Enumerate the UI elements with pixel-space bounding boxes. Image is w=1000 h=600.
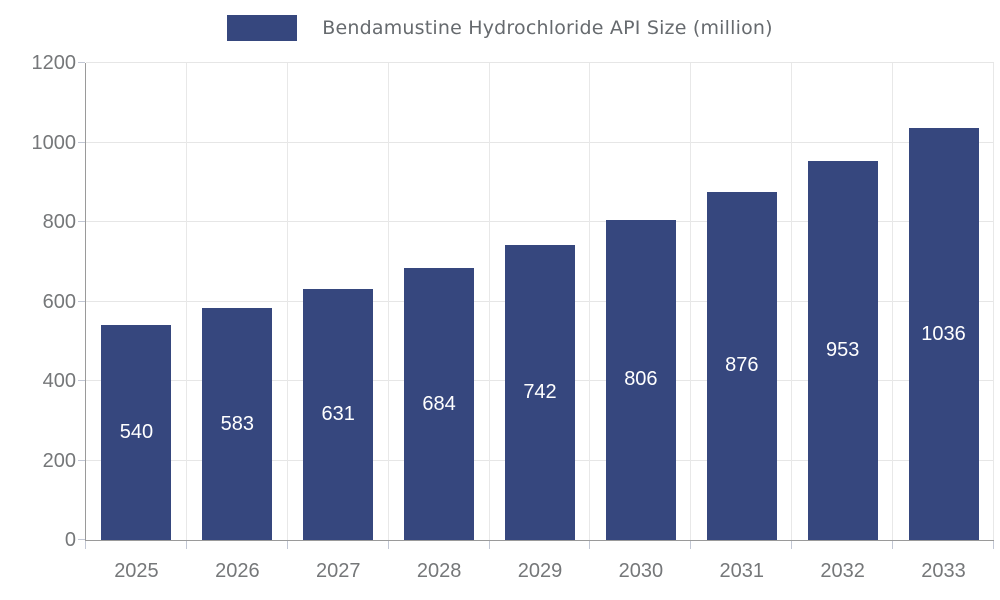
x-axis-tick-label-2025: 2025 bbox=[114, 560, 159, 582]
x-axis-tick-label-2028: 2028 bbox=[416, 560, 462, 582]
h-gridline-1000 bbox=[86, 141, 994, 143]
bar-2026: 583 bbox=[202, 308, 273, 540]
bar-value-label-2025: 540 bbox=[119, 421, 154, 444]
y-axis-tick-label-800: 800 bbox=[42, 211, 76, 233]
y-tick-800 bbox=[78, 221, 85, 222]
v-gridline-7 bbox=[791, 63, 793, 540]
bar-value-label-2030: 806 bbox=[624, 368, 658, 391]
x-tick-1 bbox=[185, 541, 187, 549]
x-tick-3 bbox=[387, 541, 389, 549]
legend[interactable]: Bendamustine Hydrochloride API Size (mil… bbox=[0, 15, 1000, 41]
x-axis-line bbox=[85, 540, 994, 541]
x-axis-tick-label-2033: 2033 bbox=[921, 560, 966, 582]
y-axis-tick-label-0: 0 bbox=[64, 529, 76, 551]
y-tick-600 bbox=[78, 300, 85, 302]
y-axis-tick-label-1000: 1000 bbox=[31, 131, 77, 154]
bar-2027: 631 bbox=[303, 289, 374, 540]
h-gridline-1200 bbox=[86, 62, 994, 63]
bar-value-label-2026: 583 bbox=[220, 412, 255, 435]
v-gridline-9 bbox=[993, 63, 994, 540]
bar-2030: 806 bbox=[605, 219, 676, 540]
v-gridline-8 bbox=[892, 63, 894, 540]
x-axis-tick-label-2031: 2031 bbox=[719, 560, 765, 582]
bar-value-label-2031: 876 bbox=[725, 354, 759, 377]
x-tick-0 bbox=[85, 541, 86, 549]
x-tick-7 bbox=[791, 541, 793, 549]
bar-2032: 953 bbox=[807, 161, 878, 540]
x-axis-tick-label-2032: 2032 bbox=[820, 560, 865, 582]
v-gridline-4 bbox=[488, 63, 490, 540]
x-tick-8 bbox=[892, 541, 894, 549]
bar-value-label-2028: 684 bbox=[422, 392, 456, 415]
bar-2033: 1036 bbox=[908, 128, 979, 540]
bar-value-label-2032: 953 bbox=[825, 339, 860, 362]
x-tick-4 bbox=[488, 541, 490, 549]
bar-value-label-2029: 742 bbox=[523, 381, 557, 404]
x-axis-tick-label-2029: 2029 bbox=[517, 560, 563, 582]
x-tick-6 bbox=[690, 541, 692, 549]
y-axis-line bbox=[85, 63, 86, 540]
v-gridline-6 bbox=[690, 63, 692, 540]
y-axis-tick-label-400: 400 bbox=[42, 370, 76, 392]
bar-value-label-2033: 1036 bbox=[921, 322, 966, 345]
v-gridline-3 bbox=[387, 63, 389, 540]
y-tick-400 bbox=[78, 380, 85, 381]
legend-label: Bendamustine Hydrochloride API Size (mil… bbox=[322, 17, 773, 39]
y-axis-tick-label-600: 600 bbox=[42, 290, 76, 313]
v-gridline-2 bbox=[286, 63, 288, 540]
bar-2028: 684 bbox=[404, 268, 475, 540]
x-tick-9 bbox=[993, 541, 994, 549]
bar-value-label-2027: 631 bbox=[321, 403, 355, 426]
y-tick-1000 bbox=[78, 141, 85, 143]
plot-area: 540 583 631 684 742 806 876 953 1036 bbox=[78, 62, 994, 549]
h-gridline-800 bbox=[86, 221, 994, 222]
bar-2031: 876 bbox=[706, 191, 777, 540]
x-axis-tick-label-2027: 2027 bbox=[315, 560, 361, 582]
v-gridline-5 bbox=[589, 63, 591, 540]
y-tick-200 bbox=[78, 459, 85, 461]
x-axis-tick-label-2026: 2026 bbox=[215, 560, 260, 582]
x-axis-tick-label-2030: 2030 bbox=[618, 560, 664, 582]
legend-swatch bbox=[227, 15, 298, 41]
v-gridline-1 bbox=[185, 63, 187, 540]
y-axis-tick-label-200: 200 bbox=[42, 449, 76, 472]
x-tick-2 bbox=[286, 541, 288, 549]
x-tick-5 bbox=[589, 541, 591, 549]
y-axis-tick-label-1200: 1200 bbox=[31, 52, 77, 74]
y-tick-0 bbox=[78, 539, 85, 540]
bar-2029: 742 bbox=[505, 245, 575, 540]
bar-2025: 540 bbox=[101, 325, 172, 540]
y-tick-1200 bbox=[78, 62, 85, 63]
